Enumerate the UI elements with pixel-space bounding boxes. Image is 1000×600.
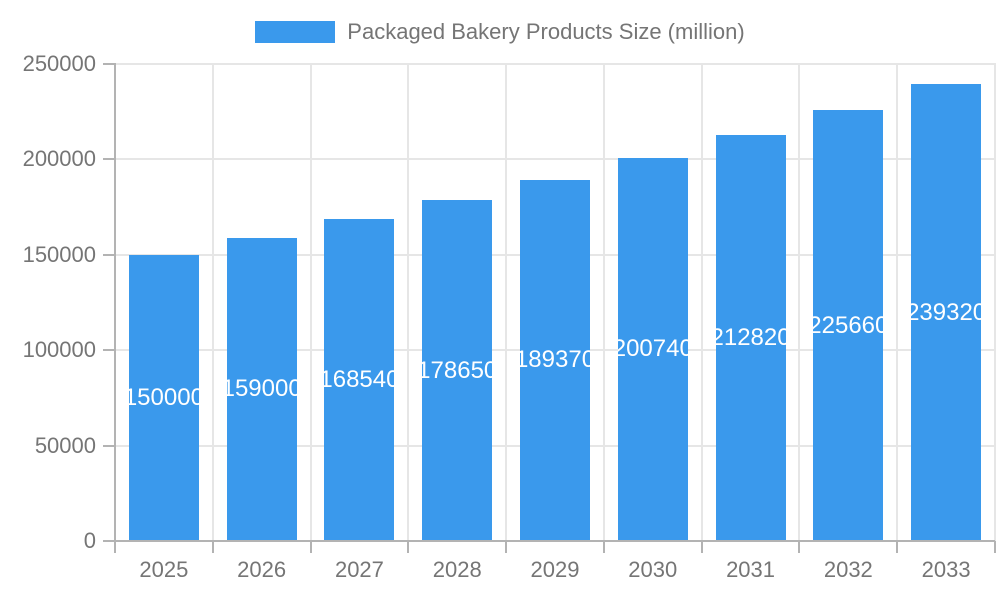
gridline-vertical	[309, 63, 312, 541]
x-axis-tick	[505, 541, 508, 553]
y-axis-tick-label: 100000	[22, 337, 96, 363]
x-axis-tick	[700, 541, 703, 553]
gridline-vertical	[700, 63, 703, 541]
y-axis-line	[114, 63, 116, 553]
x-axis-tick	[798, 541, 801, 553]
bar-value-label: 212820	[715, 323, 786, 351]
bar-2029: 189370	[520, 179, 590, 541]
gridline-vertical	[994, 63, 996, 541]
legend-label: Packaged Bakery Products Size (million)	[347, 19, 745, 44]
y-axis-tick-label: 50000	[34, 432, 96, 458]
y-axis-tick	[103, 349, 115, 352]
x-axis-tick-label: 2028	[432, 557, 482, 582]
legend-swatch-icon	[255, 21, 336, 43]
bar-value-label: 168540	[324, 366, 395, 394]
legend-item[interactable]: Packaged Bakery Products Size (million)	[0, 19, 1000, 45]
x-axis-tick	[407, 541, 410, 553]
x-axis-tick	[994, 541, 996, 553]
y-axis-tick-label: 200000	[22, 146, 96, 172]
bar-value-label: 225660	[813, 311, 884, 339]
bar-2025: 150000	[128, 254, 199, 541]
gridline-vertical	[798, 63, 801, 541]
x-axis-tick-label: 2033	[921, 557, 971, 582]
bar-value-label: 159000	[226, 375, 297, 403]
bar-2026: 159000	[226, 237, 297, 541]
y-axis-tick-label: 250000	[22, 51, 96, 76]
gridline-vertical	[407, 63, 410, 541]
bar-value-label: 189370	[520, 346, 590, 374]
y-axis-tick	[103, 63, 115, 65]
gridline-horizontal	[115, 63, 995, 65]
x-axis-tick-label: 2032	[823, 557, 873, 582]
bar-value-label: 239320	[911, 298, 982, 326]
bar-2032: 225660	[813, 110, 884, 541]
x-axis-tick	[896, 541, 899, 553]
x-axis-tick-label: 2030	[628, 557, 678, 582]
x-axis-tick-label: 2029	[530, 557, 580, 582]
gridline-vertical	[896, 63, 899, 541]
bar-value-label: 178650	[422, 356, 493, 384]
y-axis-tick	[103, 444, 115, 447]
gridline-vertical	[505, 63, 508, 541]
x-axis-tick-label: 2025	[139, 557, 189, 582]
bar-value-label: 200740	[617, 335, 688, 363]
x-axis-tick	[211, 541, 214, 553]
x-axis-tick	[602, 541, 605, 553]
bar-2028: 178650	[422, 200, 493, 541]
gridline-vertical	[211, 63, 214, 541]
gridline-vertical	[602, 63, 605, 541]
bar-2030: 200740	[617, 157, 688, 541]
bar-2031: 212820	[715, 134, 786, 541]
y-axis-tick-label: 150000	[22, 241, 96, 267]
x-axis-line	[103, 540, 995, 542]
bar-2033: 239320	[911, 84, 982, 541]
bar-value-label: 150000	[128, 383, 199, 411]
x-axis-tick-label: 2026	[237, 557, 287, 582]
y-axis-tick-label: 0	[83, 528, 96, 553]
x-axis-tick	[309, 541, 312, 553]
x-axis-tick-label: 2031	[726, 557, 776, 582]
gridline-horizontal	[115, 158, 995, 161]
y-axis-tick	[103, 158, 115, 161]
x-axis-tick-label: 2027	[334, 557, 384, 582]
bar-2027: 168540	[324, 219, 395, 541]
y-axis-tick	[103, 253, 115, 256]
